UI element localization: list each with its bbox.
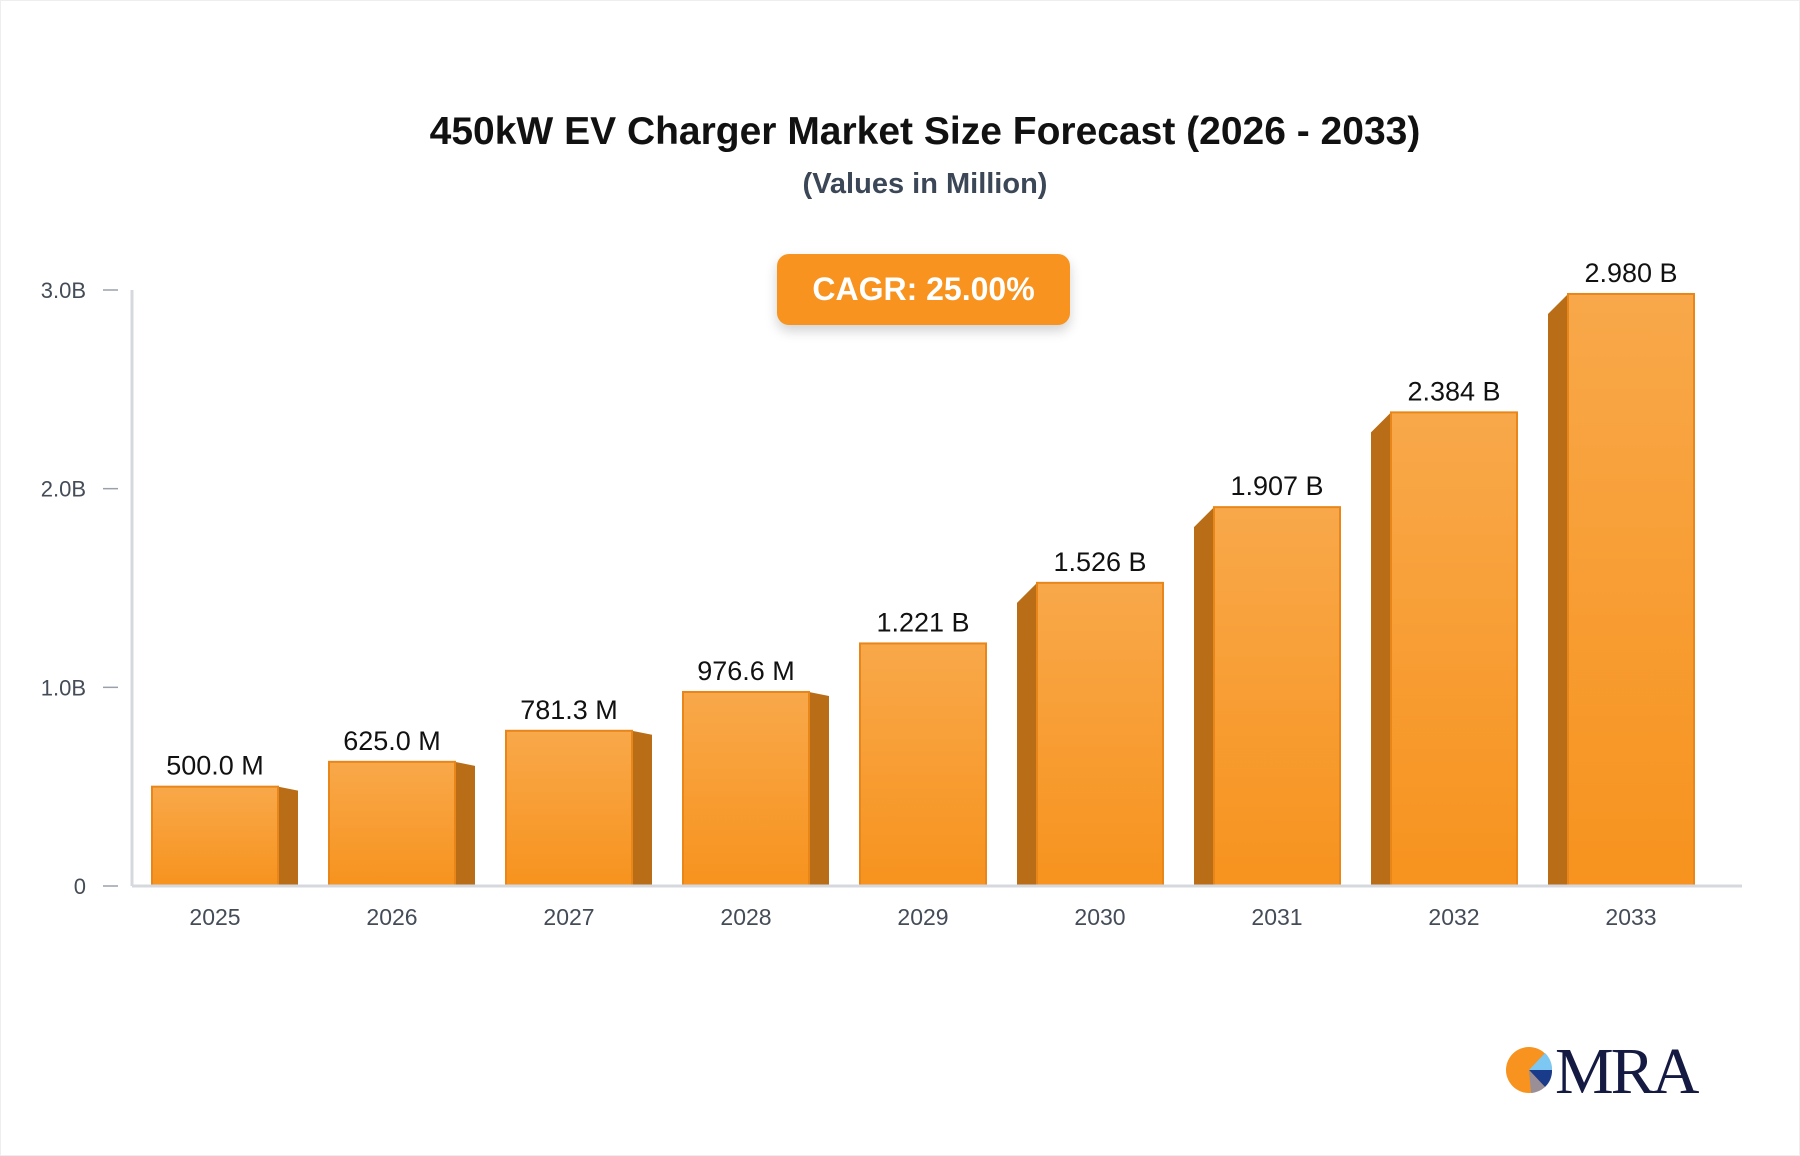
y-tick-label: 1.0B (41, 675, 86, 700)
x-tick-label: 2028 (720, 904, 771, 930)
data-label: 2.384 B (1407, 376, 1500, 406)
bar (1390, 411, 1518, 887)
bar-side (278, 786, 298, 886)
bar (505, 729, 633, 887)
bar (1567, 292, 1695, 887)
x-tick-label: 2029 (897, 904, 948, 930)
bar-side (1371, 412, 1391, 886)
bar-side (455, 761, 475, 886)
bar-side (1194, 507, 1214, 886)
bar (859, 642, 987, 887)
y-tick-label: 0 (74, 874, 86, 899)
data-label: 1.221 B (876, 607, 969, 637)
x-tick-label: 2033 (1605, 904, 1656, 930)
bar-side (632, 730, 652, 886)
bar-side (809, 691, 829, 886)
logo-text: MRA (1555, 1035, 1699, 1108)
x-tick-label: 2031 (1251, 904, 1302, 930)
bar (151, 785, 279, 888)
mra-logo: MRA (1505, 1035, 1699, 1108)
bar (682, 690, 810, 887)
data-label: 781.3 M (520, 695, 618, 725)
data-label: 1.907 B (1230, 471, 1323, 501)
data-label: 976.6 M (697, 656, 795, 686)
bar (328, 760, 456, 887)
bar (1036, 581, 1164, 887)
data-label: 500.0 M (166, 751, 264, 781)
x-tick-label: 2026 (366, 904, 417, 930)
y-tick-label: 3.0B (41, 278, 86, 303)
data-label: 1.526 B (1053, 547, 1146, 577)
bar (1213, 506, 1341, 887)
chart-title: 450kW EV Charger Market Size Forecast (2… (429, 110, 1421, 153)
bar-side (1548, 293, 1568, 886)
x-tick-label: 2030 (1074, 904, 1125, 930)
chart-subtitle: (Values in Million) (802, 168, 1048, 200)
y-tick-label: 2.0B (41, 477, 86, 502)
x-tick-label: 2032 (1428, 904, 1479, 930)
bar-side (1017, 582, 1037, 886)
data-label: 2.980 B (1584, 258, 1677, 288)
x-tick-label: 2025 (189, 904, 240, 930)
x-tick-label: 2027 (543, 904, 594, 930)
pie-logo-icon (1506, 1047, 1553, 1093)
cagr-badge: CAGR: 25.00% (777, 254, 1070, 325)
data-label: 625.0 M (343, 726, 441, 756)
